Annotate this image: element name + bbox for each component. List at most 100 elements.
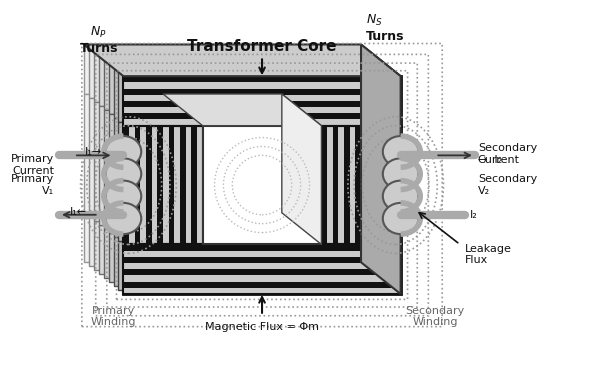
Polygon shape [104,110,183,228]
Polygon shape [197,126,203,245]
Polygon shape [361,126,367,245]
Ellipse shape [105,203,141,234]
Polygon shape [163,126,169,245]
Polygon shape [114,68,391,118]
Ellipse shape [105,136,141,167]
Polygon shape [383,126,389,245]
Polygon shape [389,126,395,245]
Polygon shape [123,76,401,82]
Polygon shape [135,126,140,245]
Polygon shape [123,101,401,107]
Polygon shape [84,45,361,94]
Polygon shape [84,45,401,76]
Polygon shape [140,126,146,245]
Polygon shape [123,113,401,119]
Polygon shape [114,118,193,237]
Polygon shape [163,94,321,126]
Polygon shape [129,126,135,245]
Polygon shape [152,126,157,245]
Polygon shape [104,60,381,110]
Polygon shape [157,126,163,245]
Polygon shape [108,114,188,233]
Polygon shape [146,126,152,245]
Polygon shape [123,245,401,251]
Ellipse shape [383,136,418,167]
Polygon shape [123,95,401,101]
Polygon shape [123,251,401,257]
Text: Primary
Current: Primary Current [11,154,54,176]
Polygon shape [123,257,401,263]
Polygon shape [99,56,376,106]
Polygon shape [123,263,401,269]
Polygon shape [123,275,401,281]
Text: $N_S$
Turns: $N_S$ Turns [366,12,405,43]
Polygon shape [297,106,376,225]
Polygon shape [123,82,401,89]
Polygon shape [344,126,350,245]
Polygon shape [119,122,197,240]
Polygon shape [317,122,396,240]
Polygon shape [203,126,321,245]
Polygon shape [282,94,361,213]
Polygon shape [321,126,401,245]
Text: Primary
Winding: Primary Winding [91,306,136,328]
Text: Secondary
V₂: Secondary V₂ [478,174,537,196]
Polygon shape [88,217,366,266]
Text: Magnetic Flux = Φm: Magnetic Flux = Φm [205,322,319,332]
Polygon shape [94,52,371,102]
Text: Transformer Core: Transformer Core [187,40,337,55]
Polygon shape [175,126,180,245]
Polygon shape [123,107,401,113]
Text: →  I₂: → I₂ [478,155,502,166]
Polygon shape [123,245,401,294]
Polygon shape [292,102,371,221]
Text: Secondary
Current: Secondary Current [478,144,537,165]
Polygon shape [373,126,378,245]
Polygon shape [327,126,333,245]
Polygon shape [119,72,396,122]
Polygon shape [311,118,391,237]
Polygon shape [185,126,191,245]
Polygon shape [123,281,401,288]
Polygon shape [94,102,173,221]
Polygon shape [191,126,197,245]
Polygon shape [123,288,401,294]
Polygon shape [395,126,401,245]
Ellipse shape [383,158,418,190]
Polygon shape [180,126,185,245]
Text: I₂: I₂ [470,210,477,220]
Polygon shape [282,94,321,245]
Polygon shape [321,126,327,245]
Ellipse shape [105,180,141,212]
Text: Secondary
Winding: Secondary Winding [406,306,465,328]
Polygon shape [355,126,361,245]
Polygon shape [119,240,396,290]
Polygon shape [338,126,344,245]
Polygon shape [123,89,401,95]
Polygon shape [306,114,386,233]
Polygon shape [361,45,401,294]
Polygon shape [287,98,366,217]
Polygon shape [108,64,386,114]
Polygon shape [123,126,129,245]
Polygon shape [123,126,203,245]
Polygon shape [123,119,401,126]
Polygon shape [84,213,361,262]
Polygon shape [123,76,401,126]
Polygon shape [169,126,175,245]
Polygon shape [88,48,366,98]
Polygon shape [123,269,401,275]
Text: I₁→: I₁→ [85,147,102,157]
Polygon shape [99,106,178,225]
Polygon shape [114,237,391,286]
Polygon shape [94,221,371,270]
Polygon shape [84,94,163,213]
Polygon shape [99,225,376,274]
Polygon shape [333,126,338,245]
Ellipse shape [383,180,418,212]
Ellipse shape [383,203,418,234]
Polygon shape [378,126,383,245]
Polygon shape [88,98,168,217]
Text: Primary
V₁: Primary V₁ [11,174,54,196]
Text: Leakage
Flux: Leakage Flux [465,243,512,265]
